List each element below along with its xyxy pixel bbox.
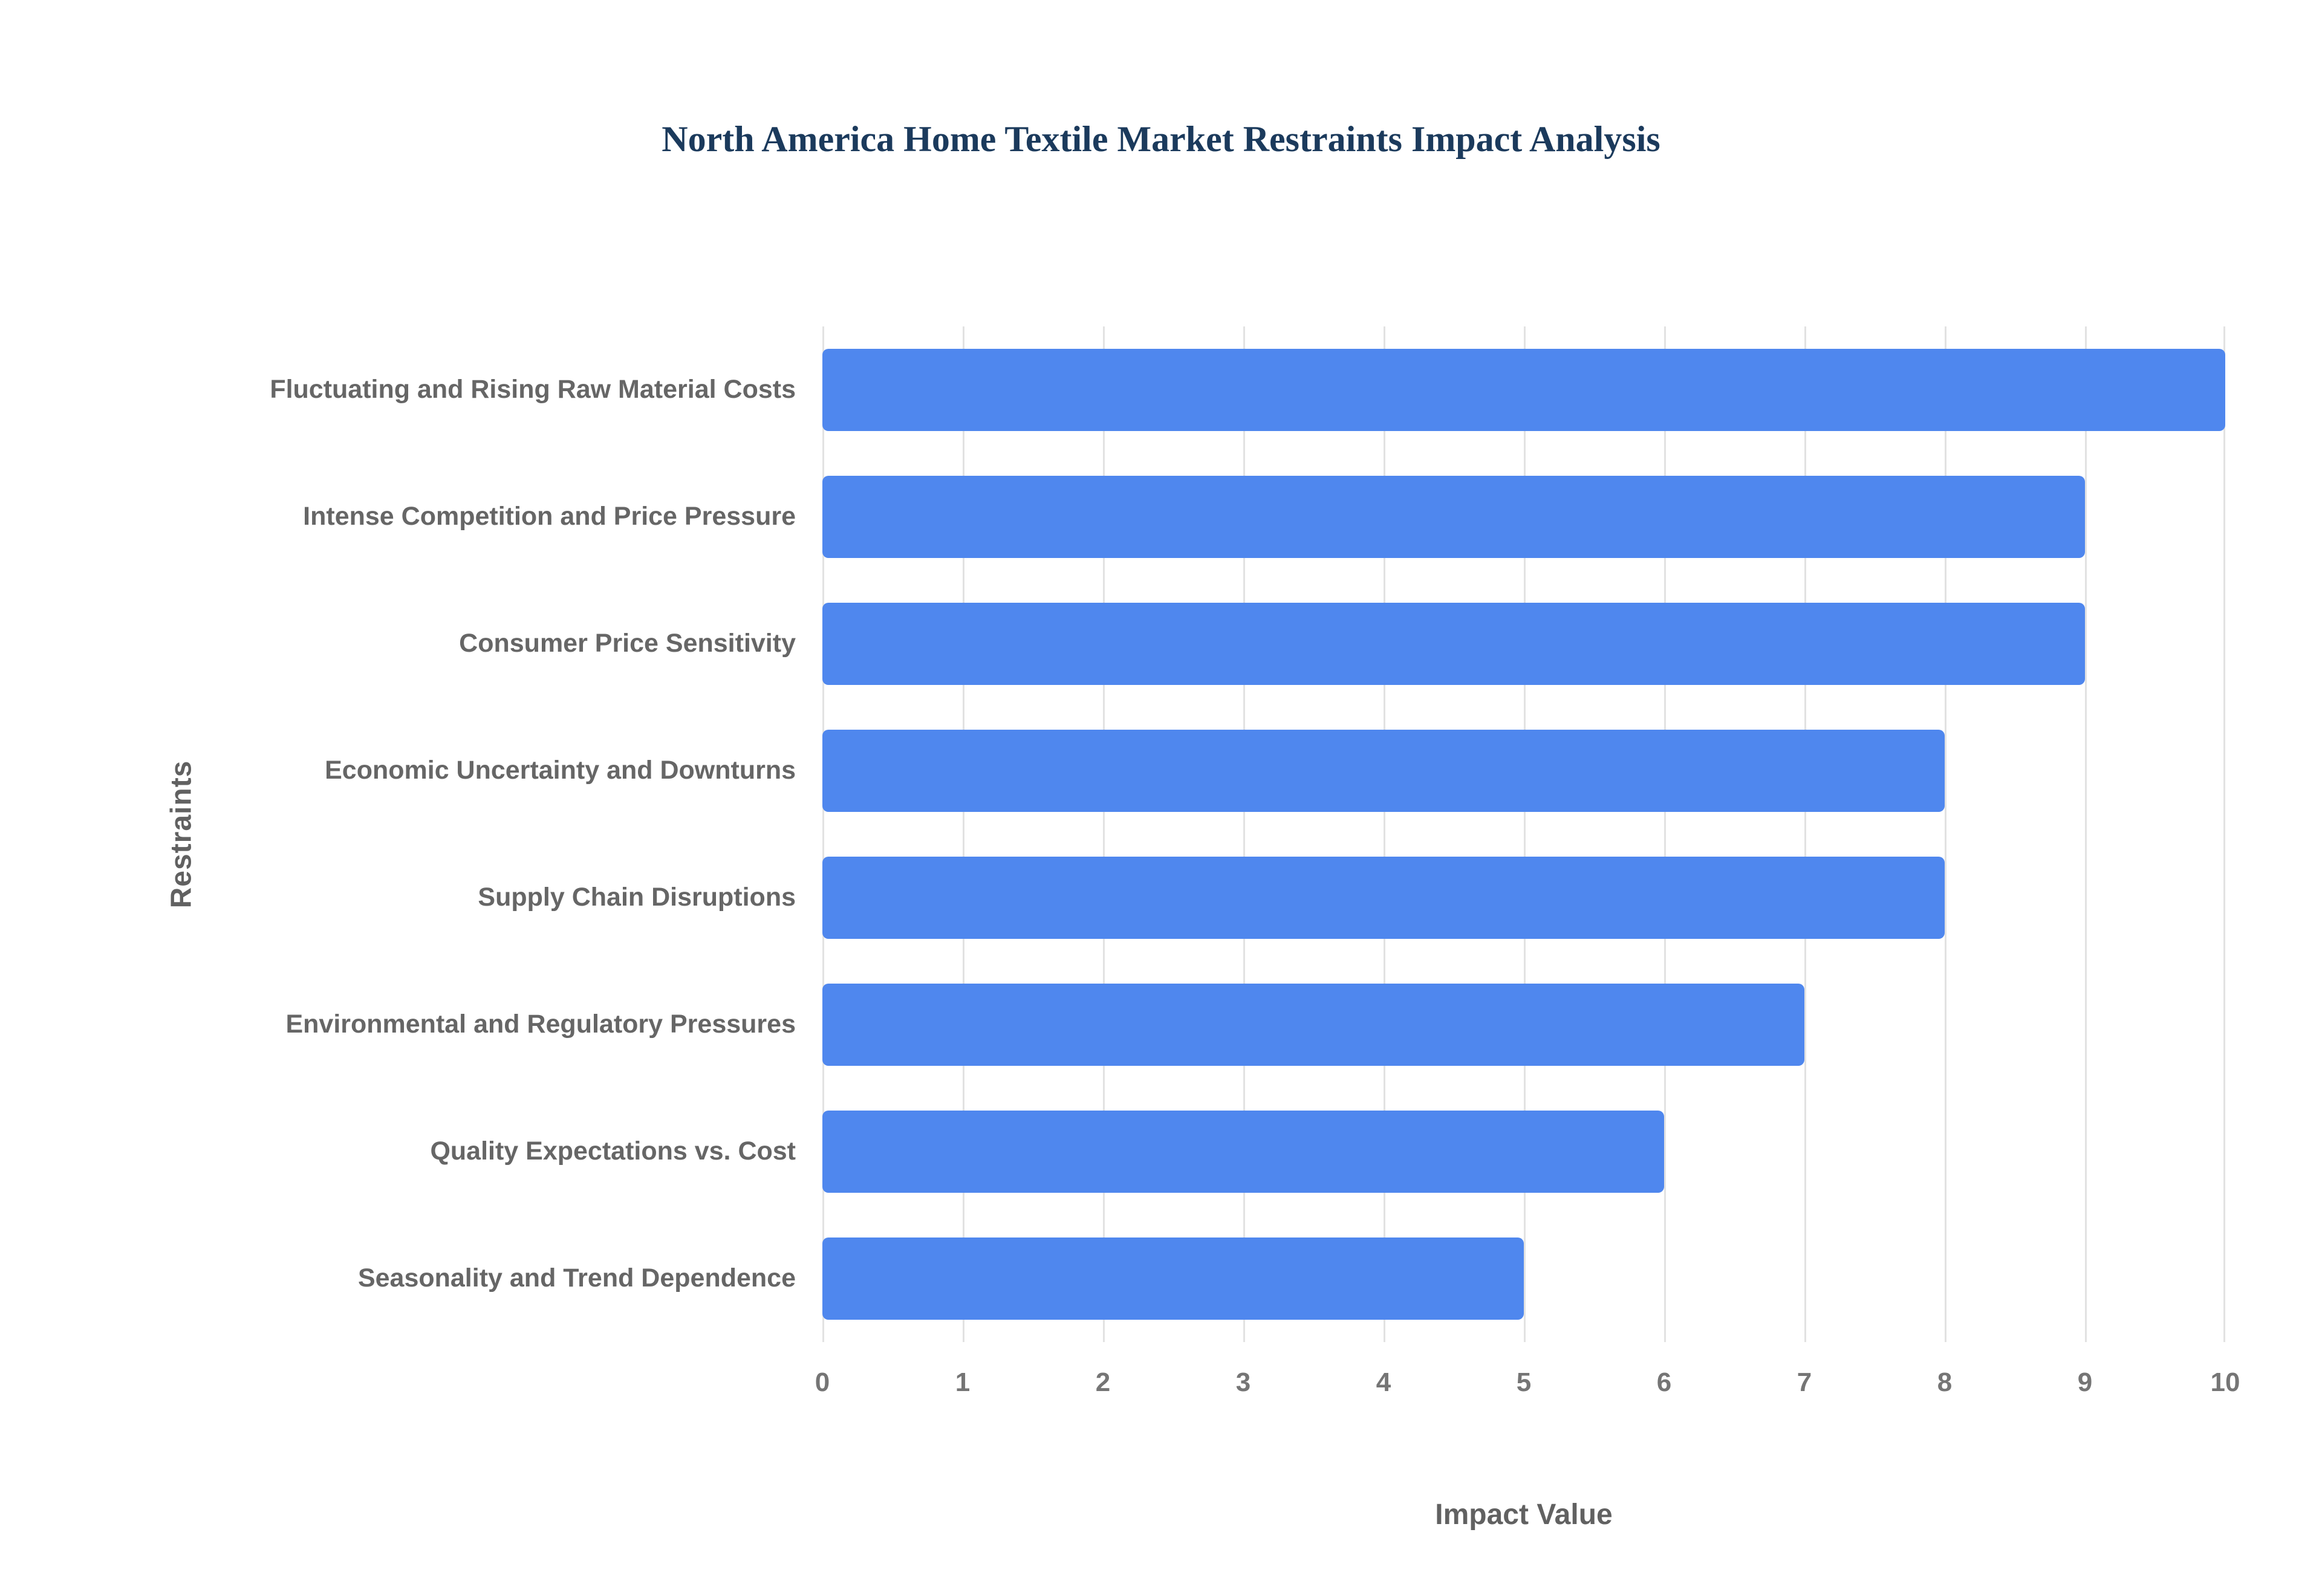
- x-tick-label: 4: [1376, 1367, 1391, 1397]
- bar-track: [822, 707, 2225, 834]
- bar-track: [822, 453, 2225, 580]
- chart-title: North America Home Textile Market Restra…: [662, 119, 1660, 159]
- bar-track: [822, 1215, 2225, 1342]
- x-tick-label: 10: [2210, 1367, 2240, 1397]
- bar-track: [822, 580, 2225, 707]
- x-axis-ticks: 0 1 2 3 4 5 6 7 8 9 10: [815, 1367, 2240, 1404]
- x-tick-label: 2: [1095, 1367, 1111, 1397]
- chart-row: Environmental and Regulatory Pressures: [206, 961, 2225, 1088]
- x-tick-label: 0: [815, 1367, 830, 1397]
- category-label: Economic Uncertainty and Downturns: [325, 756, 796, 785]
- x-tick-label: 6: [1656, 1367, 1672, 1397]
- category-label: Quality Expectations vs. Cost: [430, 1137, 796, 1166]
- x-tick-label: 8: [1937, 1367, 1953, 1397]
- category-label: Fluctuating and Rising Raw Material Cost…: [270, 375, 796, 404]
- x-axis-title: Impact Value: [1435, 1499, 1613, 1531]
- x-tick-label: 5: [1516, 1367, 1532, 1397]
- category-label: Environmental and Regulatory Pressures: [285, 1010, 796, 1039]
- bar: [822, 730, 1945, 812]
- chart-row: Quality Expectations vs. Cost: [206, 1088, 2225, 1215]
- bar: [822, 857, 1945, 939]
- category-label: Intense Competition and Price Pressure: [303, 502, 796, 531]
- bar: [822, 476, 2085, 558]
- bar-track: [822, 834, 2225, 961]
- category-label: Supply Chain Disruptions: [478, 883, 796, 912]
- bar-track: [822, 961, 2225, 1088]
- bar: [822, 1238, 1524, 1320]
- y-axis-title: Restraints: [165, 760, 198, 909]
- bar-chart-plot-area: Fluctuating and Rising Raw Material Cost…: [206, 326, 2225, 1342]
- chart-row: Economic Uncertainty and Downturns: [206, 707, 2225, 834]
- bar-track: [822, 1088, 2225, 1215]
- x-tick-label: 1: [955, 1367, 971, 1397]
- chart-row: Fluctuating and Rising Raw Material Cost…: [206, 326, 2225, 453]
- x-tick-label: 3: [1235, 1367, 1251, 1397]
- chart-row: Seasonality and Trend Dependence: [206, 1215, 2225, 1342]
- bar: [822, 984, 1804, 1066]
- x-tick-label: 7: [1797, 1367, 1812, 1397]
- category-label: Seasonality and Trend Dependence: [357, 1264, 796, 1293]
- x-tick-label: 9: [2077, 1367, 2093, 1397]
- chart-row: Intense Competition and Price Pressure: [206, 453, 2225, 580]
- bar: [822, 349, 2225, 431]
- bar-track: [822, 326, 2225, 453]
- bar: [822, 1111, 1664, 1193]
- category-label: Consumer Price Sensitivity: [459, 629, 796, 658]
- chart-row: Consumer Price Sensitivity: [206, 580, 2225, 707]
- bar: [822, 603, 2085, 685]
- chart-row: Supply Chain Disruptions: [206, 834, 2225, 961]
